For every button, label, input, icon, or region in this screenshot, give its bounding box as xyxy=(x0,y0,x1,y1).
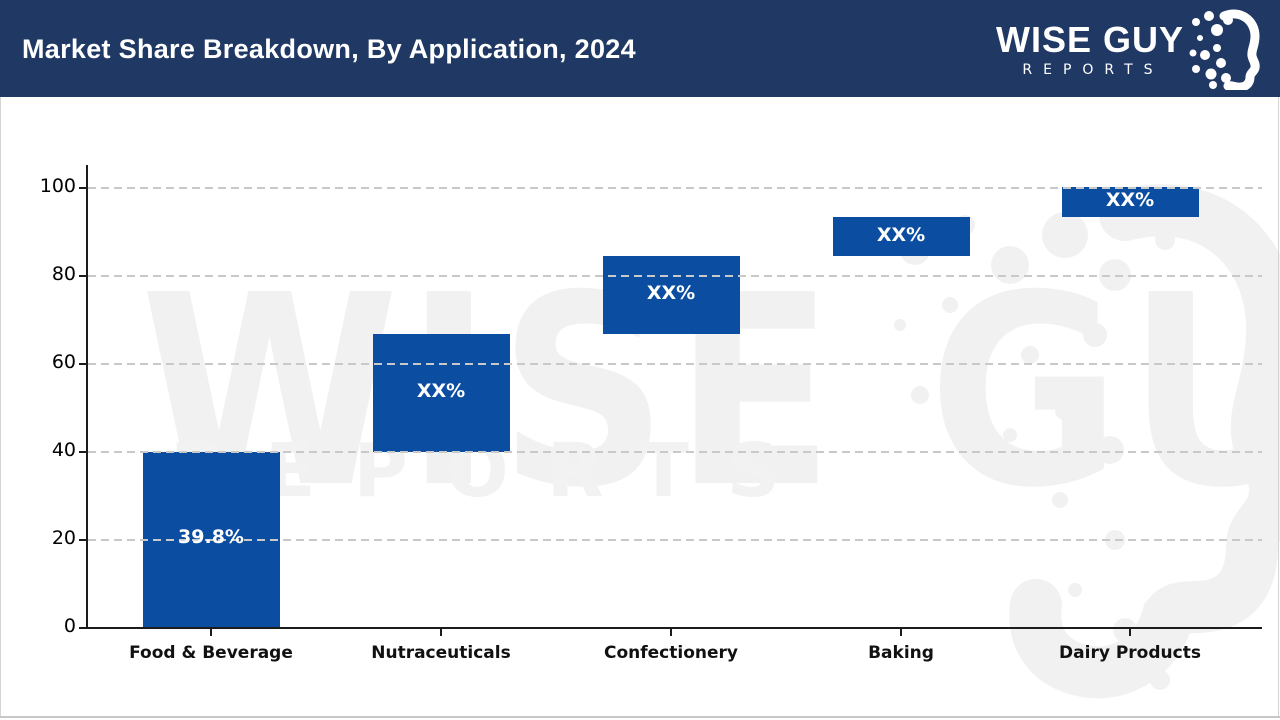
header-bar: Market Share Breakdown, By Application, … xyxy=(0,0,1280,97)
logo-head-icon xyxy=(1189,9,1260,90)
gridline xyxy=(88,451,1262,453)
gridline xyxy=(88,363,1262,365)
logo-reports-text: REPORTS xyxy=(1022,62,1164,78)
gridline xyxy=(88,539,1262,541)
bar-value-label: 39.8% xyxy=(178,526,244,549)
y-tick-label: 40 xyxy=(51,439,76,461)
x-category-label: Baking xyxy=(868,643,934,663)
x-tick-mark xyxy=(670,629,672,636)
chart-title: Market Share Breakdown, By Application, … xyxy=(22,34,636,64)
gridline xyxy=(88,187,1262,189)
image-border-bottom xyxy=(0,716,1280,718)
x-category-label: Dairy Products xyxy=(1059,643,1201,663)
y-tick-label: 60 xyxy=(51,351,76,373)
bar-value-label: XX% xyxy=(1105,188,1155,211)
y-tick-label: 0 xyxy=(63,615,76,637)
y-tick-label: 20 xyxy=(51,527,76,549)
chart-plot-area: 0 20 40 60 80 100 39.8% Food & Beverage XX% Nutra… xyxy=(0,97,1280,720)
y-tick-mark xyxy=(79,187,86,189)
y-tick-label: 100 xyxy=(39,175,76,197)
image-border-left xyxy=(0,97,1,717)
y-axis-line xyxy=(86,165,88,629)
y-tick-mark xyxy=(79,275,86,277)
gridline xyxy=(88,275,1262,277)
y-tick-mark xyxy=(79,539,86,541)
logo-wiseguy-text: WISE GUY xyxy=(995,19,1184,60)
x-category-label: Nutraceuticals xyxy=(371,643,511,663)
bar-value-label: XX% xyxy=(416,380,466,403)
x-tick-mark xyxy=(900,629,902,636)
x-tick-mark xyxy=(440,629,442,636)
y-tick-mark xyxy=(79,627,86,629)
wiseguy-logo: WISE GUY REPORTS xyxy=(996,8,1264,90)
market-share-bar xyxy=(602,256,740,335)
market-share-bar xyxy=(372,334,510,452)
y-tick-mark xyxy=(79,451,86,453)
bar-value-label: XX% xyxy=(876,223,926,246)
x-category-label: Confectionery xyxy=(604,643,738,663)
x-tick-mark xyxy=(210,629,212,636)
y-tick-label: 80 xyxy=(51,263,76,285)
x-tick-mark xyxy=(1129,629,1131,636)
image-border-right xyxy=(1278,97,1279,717)
x-category-label: Food & Beverage xyxy=(129,643,293,663)
bar-value-label: XX% xyxy=(646,282,696,305)
y-tick-mark xyxy=(79,363,86,365)
x-axis-line xyxy=(86,627,1262,629)
